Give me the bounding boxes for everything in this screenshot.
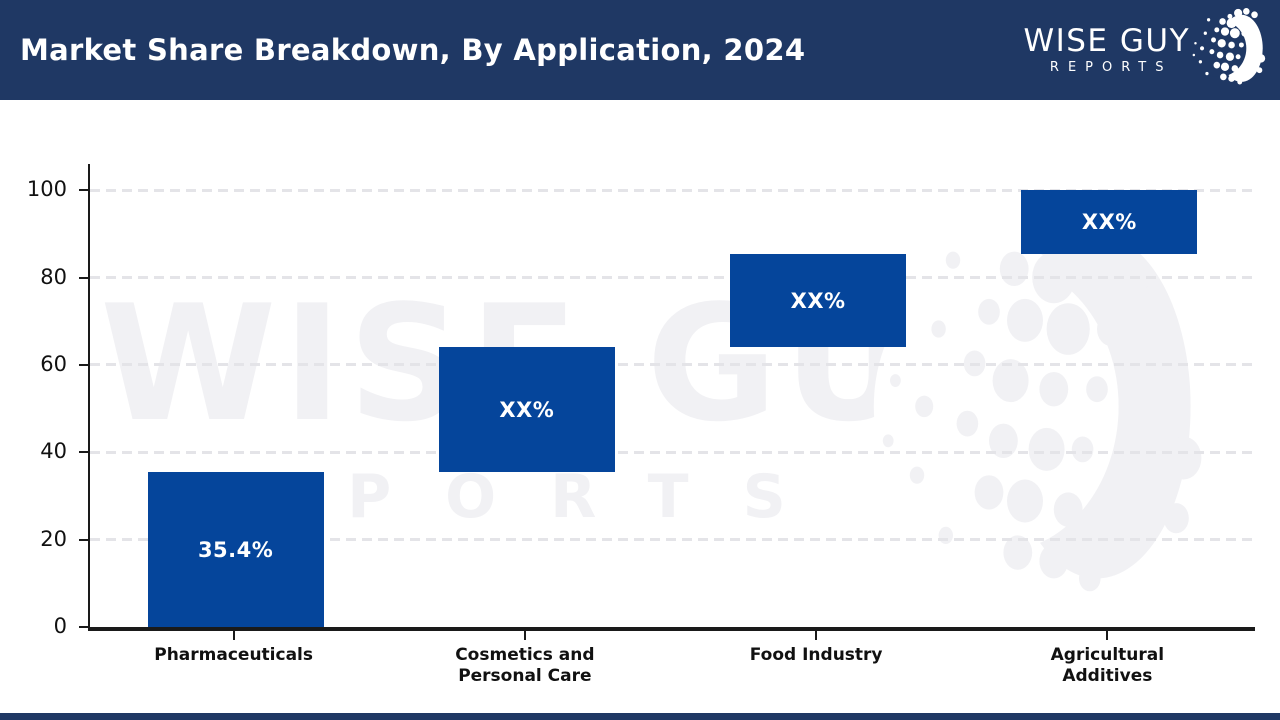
bar-agricultural-additives: XX%: [1021, 190, 1198, 254]
bar-food-industry: XX%: [730, 253, 907, 348]
gridline-20: [90, 538, 1255, 542]
logo-subtitle: REPORTS: [1049, 59, 1173, 75]
y-tick-label-80: 80: [40, 264, 67, 289]
logo-text: WISE GUY REPORTS: [1023, 22, 1190, 75]
x-tick-1: [523, 631, 526, 640]
y-tick-100: [79, 189, 88, 192]
y-tick-label-100: 100: [26, 177, 67, 202]
gridline-60: [90, 363, 1255, 367]
y-tick-40: [79, 451, 88, 454]
x-tick-3: [1106, 631, 1109, 640]
dotted-head-logo-icon: [1190, 8, 1266, 85]
x-category-label-2: Food Industry: [749, 645, 883, 665]
plot-area: 35.4% XX% XX% XX%: [88, 164, 1255, 631]
y-tick-80: [79, 276, 88, 279]
x-category-label-1: Cosmetics and Personal Care: [455, 645, 595, 687]
bar-value-label: XX%: [499, 397, 555, 422]
y-tick-label-0: 0: [53, 614, 67, 638]
x-tick-2: [815, 631, 818, 640]
wise-guy-reports-logo: WISE GUY REPORTS: [1023, 8, 1266, 92]
y-axis: 0 20 40 60 80 100: [0, 164, 88, 637]
y-tick-label-20: 20: [40, 526, 67, 551]
x-category-label-0: Pharmaceuticals: [154, 645, 313, 665]
y-tick-20: [79, 538, 88, 541]
gridline-40: [90, 450, 1255, 454]
page-header: Market Share Breakdown, By Application, …: [0, 0, 1280, 100]
y-tick-0: [79, 626, 88, 628]
y-tick-60: [79, 363, 88, 366]
x-axis: Pharmaceuticals Cosmetics and Personal Car…: [88, 631, 1253, 711]
logo-wordmark: WISE GUY: [1023, 22, 1190, 59]
bar-value-label: XX%: [790, 288, 846, 313]
x-category-label-3: Agricultural Additives: [1050, 645, 1165, 687]
x-tick-0: [232, 631, 235, 640]
gridline-100: [90, 188, 1255, 192]
y-tick-label-40: 40: [40, 439, 67, 464]
footer-bar: [0, 713, 1280, 720]
y-tick-label-60: 60: [40, 351, 67, 376]
bar-value-label: XX%: [1081, 209, 1137, 234]
bar-value-label: 35.4%: [197, 537, 274, 562]
gridline-80: [90, 276, 1255, 280]
bar-pharmaceuticals: 35.4%: [147, 472, 324, 627]
bar-cosmetics-and-personal-care: XX%: [438, 347, 615, 473]
watermark-dotted-head-icon: [873, 200, 1202, 592]
page-title: Market Share Breakdown, By Application, …: [20, 33, 806, 67]
